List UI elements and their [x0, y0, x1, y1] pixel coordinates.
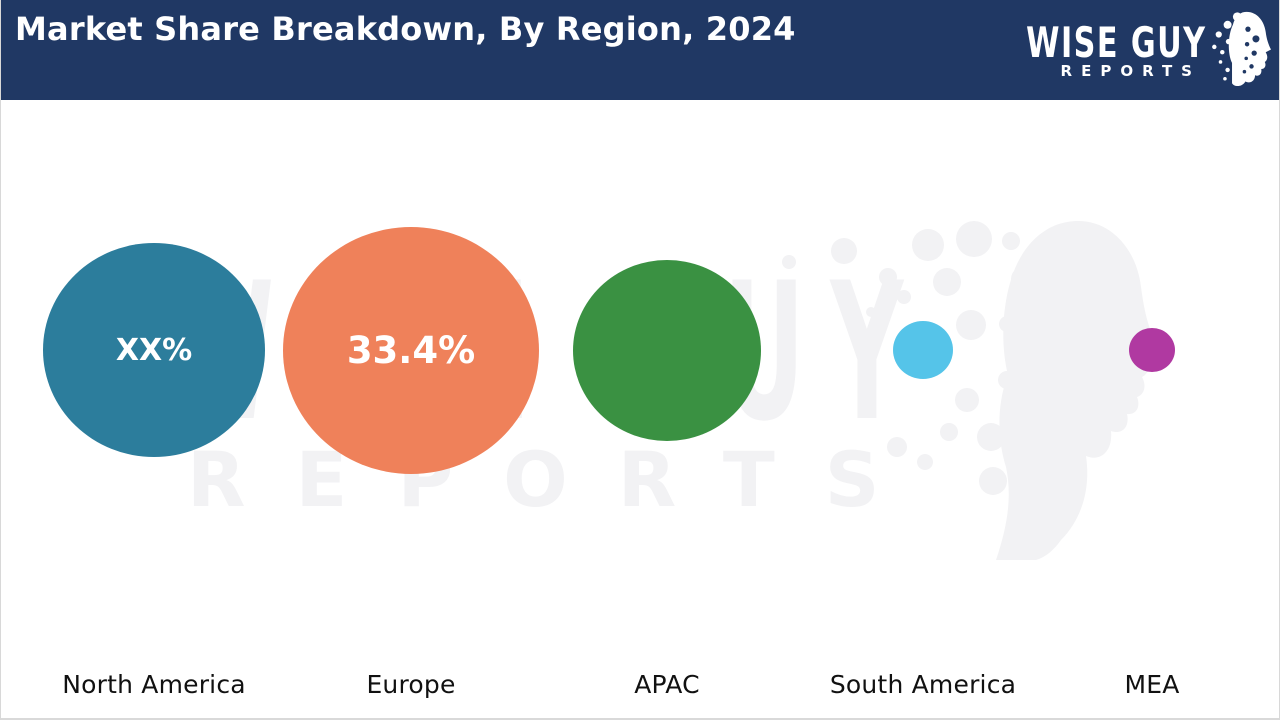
page-title: Market Share Breakdown, By Region, 2024	[15, 10, 796, 48]
category-label-mea: MEA	[1124, 670, 1180, 699]
bubble-apac	[573, 259, 761, 441]
bubble-value-label: XX%	[115, 332, 193, 368]
watermark-wordmark: WISE GUY	[163, 242, 929, 463]
category-label-north-america: North America	[62, 670, 246, 699]
watermark-head-profile-icon	[756, 195, 1176, 579]
bubble-value-label: 33.4%	[346, 328, 476, 372]
bubble-europe: 33.4%	[283, 226, 539, 474]
category-label-apac: APAC	[634, 670, 700, 699]
header: Market Share Breakdown, By Region, 2024 …	[1, 0, 1279, 100]
brand-wordmark: WISE GUY	[1026, 18, 1207, 67]
bubble-mea	[1129, 328, 1175, 372]
brand-logo: WISE GUY REPORTS	[1023, 0, 1273, 100]
bubble-north-america: XX%	[43, 243, 265, 457]
brand-reports-label: REPORTS	[1060, 62, 1201, 80]
category-label-europe: Europe	[366, 670, 456, 699]
bubble-south-america	[893, 321, 953, 379]
watermark-reports-label: REPORTS	[187, 435, 930, 524]
category-label-south-america: South America	[829, 670, 1017, 699]
head-profile-icon	[1209, 6, 1271, 98]
